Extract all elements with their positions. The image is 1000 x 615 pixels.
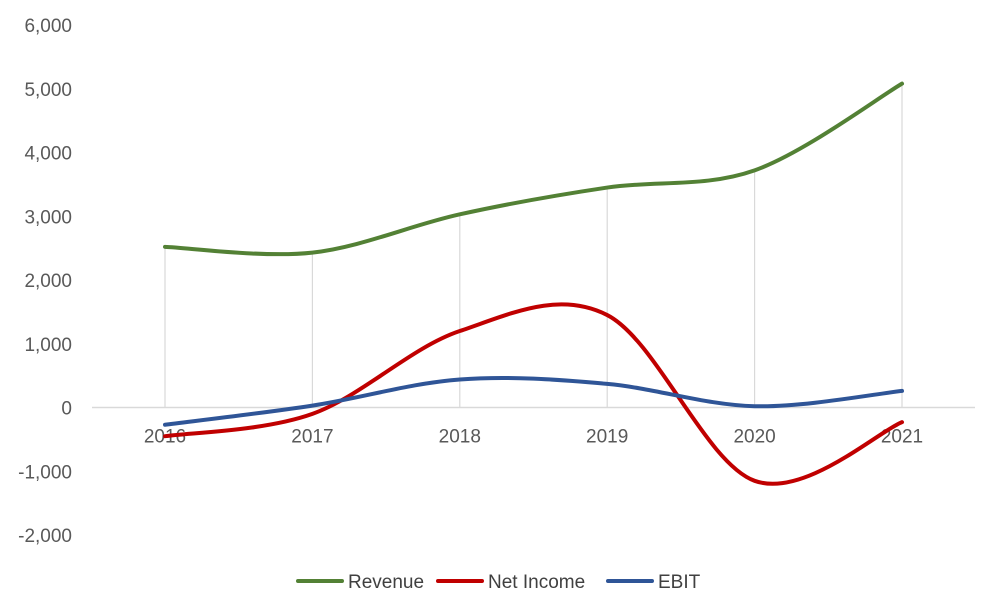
legend-label-revenue: Revenue	[348, 572, 424, 593]
y-tick-label: 6,000	[24, 16, 72, 37]
x-tick-label-2021: 2021	[881, 427, 923, 448]
legend: Revenue Net Income EBIT	[296, 572, 701, 593]
series-line-revenue	[163, 81, 904, 257]
legend-label-net-income: Net Income	[488, 572, 585, 593]
legend-item-ebit: EBIT	[606, 572, 701, 593]
x-tick-label-2017: 2017	[291, 427, 333, 448]
y-tick-label: 1,000	[24, 335, 72, 356]
vertical-gridlines	[164, 83, 903, 408]
y-tick-label: 3,000	[24, 207, 72, 228]
series-lines	[163, 81, 904, 486]
legend-item-net-income: Net Income	[436, 572, 585, 593]
series-line-ebit	[163, 375, 904, 427]
x-tick-label-2019: 2019	[586, 427, 628, 448]
x-tick-label-2018: 2018	[439, 427, 481, 448]
y-tick-label: -1,000	[18, 462, 72, 483]
x-axis-tick-labels: 2016 2017 2018 2019 2020 2021	[144, 427, 923, 448]
y-tick-label: -2,000	[18, 526, 72, 547]
y-tick-label: 2,000	[24, 271, 72, 292]
y-tick-label: 0	[61, 399, 72, 420]
y-axis-tick-labels: 6,000 5,000 4,000 3,000 2,000 1,000 0 -1,000 -2,…	[18, 16, 72, 547]
y-tick-label: 4,000	[24, 144, 72, 165]
y-tick-label: 5,000	[24, 80, 72, 101]
legend-label-ebit: EBIT	[658, 572, 701, 593]
legend-item-revenue: Revenue	[296, 572, 424, 593]
x-tick-label-2020: 2020	[733, 427, 775, 448]
series-line-net-income	[163, 302, 904, 486]
